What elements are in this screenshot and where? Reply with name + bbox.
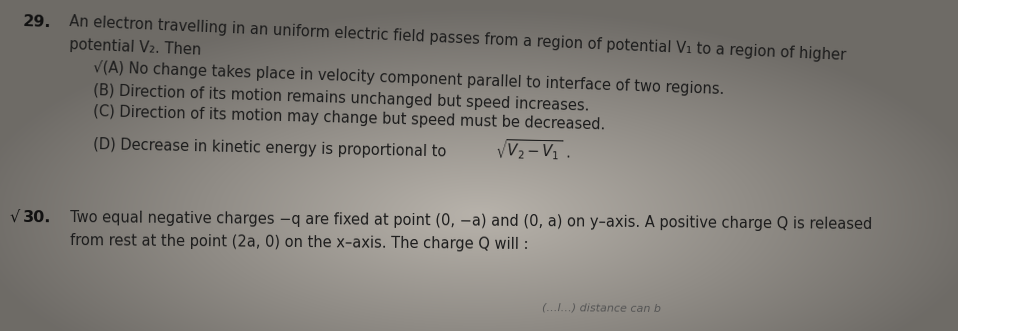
Text: (D) Decrease in kinetic energy is proportional to: (D) Decrease in kinetic energy is propor… [93,137,452,160]
Text: 29.: 29. [23,14,52,30]
Text: potential V₂. Then: potential V₂. Then [70,37,202,58]
Text: (B) Direction of its motion remains unchanged but speed increases.: (B) Direction of its motion remains unch… [93,83,590,114]
Text: from rest at the point (2a, 0) on the x–axis. The charge Q will :: from rest at the point (2a, 0) on the x–… [70,233,528,252]
Text: $\sqrt{V_2 - V_1}$ .: $\sqrt{V_2 - V_1}$ . [495,137,571,163]
Text: 30.: 30. [24,210,52,225]
Text: √: √ [9,210,19,225]
Text: Two equal negative charges −q are fixed at point (0, −a) and (0, a) on y–axis. A: Two equal negative charges −q are fixed … [70,210,872,232]
Text: An electron travelling in an uniform electric field passes from a region of pote: An electron travelling in an uniform ele… [70,14,847,63]
Text: (…l…) distance can b: (…l…) distance can b [542,303,662,314]
Text: √(A) No change takes place in velocity component parallel to interface of two re: √(A) No change takes place in velocity c… [93,60,724,97]
Text: (C) Direction of its motion may change but speed must be decreased.: (C) Direction of its motion may change b… [93,104,605,132]
